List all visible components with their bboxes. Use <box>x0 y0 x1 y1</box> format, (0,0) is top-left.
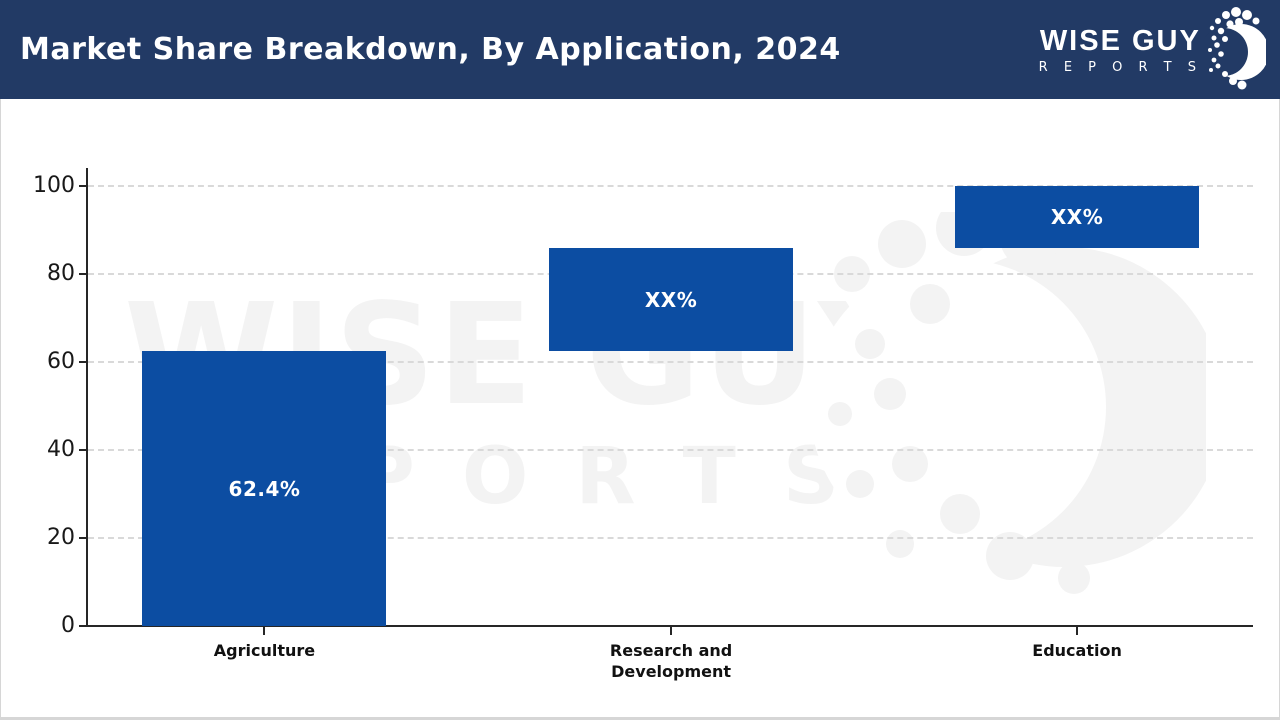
y-tick-label-40: 40 <box>47 437 75 462</box>
gridline-40 <box>88 449 1253 451</box>
bar-segment-2: XX% <box>549 248 794 352</box>
header: Market Share Breakdown, By Application, … <box>0 0 1280 99</box>
logo-wordmark: WISE GUY R E P O R T S <box>1039 25 1202 75</box>
chart-title: Market Share Breakdown, By Application, … <box>20 32 841 67</box>
bar-value-label-1: 62.4% <box>228 476 301 501</box>
y-tick-label-20: 20 <box>47 525 75 550</box>
gridline-60 <box>88 361 1253 363</box>
bar-segment-3: XX% <box>955 186 1200 249</box>
wiseguy-logo: WISE GUY R E P O R T S <box>1039 6 1266 94</box>
gridline-20 <box>88 537 1253 539</box>
x-category-label-3: Education <box>1032 641 1122 660</box>
y-axis-line <box>86 168 88 627</box>
x-tick-mark-2 <box>670 627 673 635</box>
y-tick-mark-20 <box>79 537 86 539</box>
y-tick-mark-80 <box>79 273 86 275</box>
bar-value-label-3: XX% <box>1050 205 1104 230</box>
y-tick-mark-60 <box>79 361 86 363</box>
y-tick-mark-0 <box>79 625 86 627</box>
x-axis-line <box>86 625 1253 627</box>
watermark-face-icon <box>810 212 1206 594</box>
x-category-label-1: Agriculture <box>213 641 316 660</box>
y-tick-label-80: 80 <box>47 261 75 286</box>
y-tick-mark-40 <box>79 449 86 451</box>
logo-wordmark-line2: R E P O R T S <box>1038 60 1202 75</box>
logo-face-icon <box>1204 7 1266 90</box>
y-tick-label-60: 60 <box>47 349 75 374</box>
logo-wordmark-line1: WISE GUY <box>1039 25 1201 57</box>
y-tick-mark-100 <box>79 185 86 187</box>
frame-border-bottom <box>0 717 1280 720</box>
y-tick-label-0: 0 <box>61 613 75 638</box>
gridline-100 <box>88 185 1253 187</box>
bar-value-label-2: XX% <box>644 287 698 312</box>
x-tick-mark-1 <box>263 627 266 635</box>
x-tick-mark-3 <box>1076 627 1079 635</box>
bar-segment-1: 62.4% <box>142 351 387 626</box>
x-category-label-2: Research and Development <box>609 641 733 681</box>
y-tick-label-100: 100 <box>33 173 75 198</box>
frame-border-left <box>0 99 1 720</box>
